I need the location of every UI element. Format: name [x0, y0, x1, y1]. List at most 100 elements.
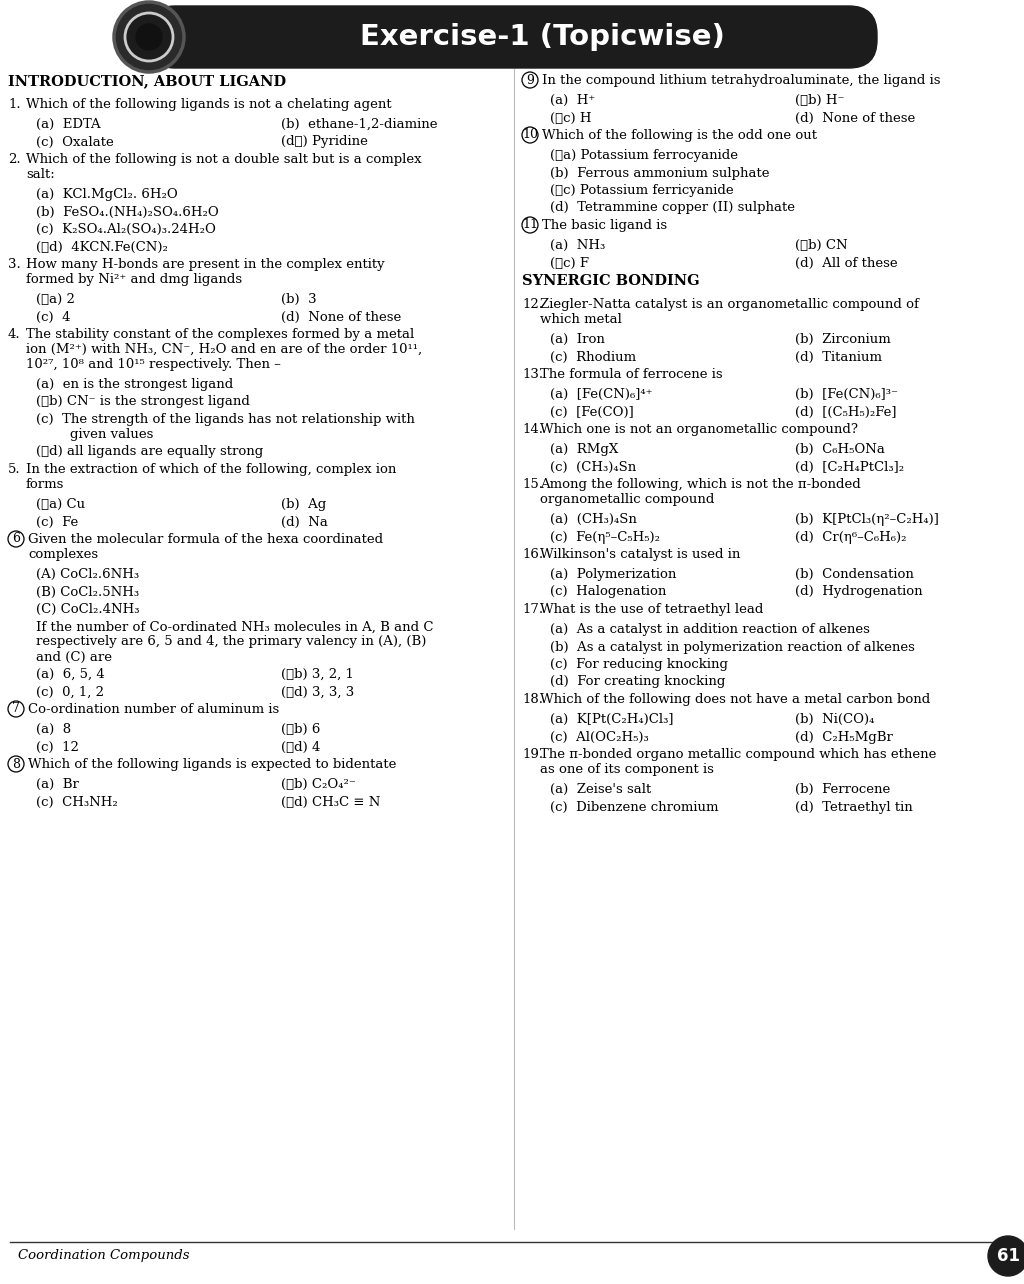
Text: (c)  Al(OC₂H₅)₃: (c) Al(OC₂H₅)₃ — [550, 731, 649, 743]
Text: 10: 10 — [522, 128, 538, 141]
Text: The basic ligand is: The basic ligand is — [542, 220, 667, 232]
Text: (a)  [Fe(CN)₆]⁴⁺: (a) [Fe(CN)₆]⁴⁺ — [550, 388, 652, 401]
Text: (✓d)  4KCN.Fe(CN)₂: (✓d) 4KCN.Fe(CN)₂ — [36, 240, 168, 253]
Text: (b)  Zirconium: (b) Zirconium — [795, 333, 891, 345]
Text: (✓c) Potassium ferricyanide: (✓c) Potassium ferricyanide — [550, 184, 733, 196]
Text: (c)  0, 1, 2: (c) 0, 1, 2 — [36, 686, 104, 698]
Text: (d)  Cr(η⁶–C₆H₆)₂: (d) Cr(η⁶–C₆H₆)₂ — [795, 530, 906, 543]
Text: (c)  K₂SO₄.Al₂(SO₄)₃.24H₂O: (c) K₂SO₄.Al₂(SO₄)₃.24H₂O — [36, 223, 216, 236]
Circle shape — [988, 1236, 1024, 1276]
Text: (✓a) 2: (✓a) 2 — [36, 293, 75, 306]
Text: (a)  K[Pt(C₂H₄)Cl₃]: (a) K[Pt(C₂H₄)Cl₃] — [550, 713, 674, 725]
Text: In the compound lithium tetrahydroaluminate, the ligand is: In the compound lithium tetrahydroalumin… — [542, 74, 940, 87]
Text: (✓c) F: (✓c) F — [550, 257, 589, 270]
Text: (c)  4: (c) 4 — [36, 311, 71, 324]
Text: If the number of Co-ordinated NH₃ molecules in A, B and C: If the number of Co-ordinated NH₃ molecu… — [36, 620, 433, 633]
Text: 13.: 13. — [522, 369, 543, 381]
Text: (a)  KCl.MgCl₂. 6H₂O: (a) KCl.MgCl₂. 6H₂O — [36, 187, 178, 202]
Text: (a)  EDTA: (a) EDTA — [36, 118, 100, 131]
Text: (d)  Na: (d) Na — [281, 515, 328, 529]
Text: (✓b) CN: (✓b) CN — [795, 239, 848, 252]
Text: The π-bonded organo metallic compound which has ethene: The π-bonded organo metallic compound wh… — [540, 749, 936, 761]
Text: 17.: 17. — [522, 603, 543, 616]
Text: organometallic compound: organometallic compound — [540, 493, 715, 506]
Text: Which of the following does not have a metal carbon bond: Which of the following does not have a m… — [540, 693, 930, 706]
Text: (c)  Halogenation: (c) Halogenation — [550, 586, 667, 598]
Text: (✓d) CH₃C ≡ N: (✓d) CH₃C ≡ N — [281, 796, 380, 809]
Text: (✓a) Potassium ferrocyanide: (✓a) Potassium ferrocyanide — [550, 149, 738, 162]
Text: Among the following, which is not the π-bonded: Among the following, which is not the π-… — [540, 478, 861, 490]
Text: How many H-bonds are present in the complex entity: How many H-bonds are present in the comp… — [26, 258, 385, 271]
Circle shape — [136, 24, 162, 50]
Text: (d)  Tetrammine copper (II) sulphate: (d) Tetrammine copper (II) sulphate — [550, 202, 795, 214]
Text: (d)  [C₂H₄PtCl₃]₂: (d) [C₂H₄PtCl₃]₂ — [795, 461, 904, 474]
Text: (b)  3: (b) 3 — [281, 293, 316, 306]
Text: Ziegler-Natta catalyst is an organometallic compound of: Ziegler-Natta catalyst is an organometal… — [540, 298, 919, 311]
Text: 4.: 4. — [8, 327, 20, 342]
Text: (d)  Titanium: (d) Titanium — [795, 351, 882, 363]
Circle shape — [125, 13, 173, 62]
Text: (d)  All of these: (d) All of these — [795, 257, 898, 270]
Text: (d)  None of these: (d) None of these — [795, 112, 915, 125]
Text: (d✓) Pyridine: (d✓) Pyridine — [281, 136, 368, 149]
Text: 9: 9 — [526, 73, 534, 86]
Text: (a)  H⁺: (a) H⁺ — [550, 94, 595, 107]
Text: (a)  en is the strongest ligand: (a) en is the strongest ligand — [36, 377, 233, 392]
Text: (b)  Ferrous ammonium sulphate: (b) Ferrous ammonium sulphate — [550, 167, 769, 180]
Text: (c)  Fe: (c) Fe — [36, 515, 78, 529]
Text: (✓b) C₂O₄²⁻: (✓b) C₂O₄²⁻ — [281, 778, 356, 791]
Text: salt:: salt: — [26, 168, 54, 181]
Text: INTRODUCTION, ABOUT LIGAND: INTRODUCTION, ABOUT LIGAND — [8, 74, 286, 89]
Text: Exercise-1 (Topicwise): Exercise-1 (Topicwise) — [359, 23, 724, 51]
Text: (b)  Ferrocene: (b) Ferrocene — [795, 783, 890, 796]
Text: Given the molecular formula of the hexa coordinated: Given the molecular formula of the hexa … — [28, 533, 383, 546]
Text: (d)  None of these: (d) None of these — [281, 311, 401, 324]
Text: forms: forms — [26, 478, 65, 490]
Text: Which of the following ligands is not a chelating agent: Which of the following ligands is not a … — [26, 98, 391, 110]
Text: (✓b) 6: (✓b) 6 — [281, 723, 321, 736]
Text: (c)  Rhodium: (c) Rhodium — [550, 351, 636, 363]
Text: (c)  [Fe(CO)]: (c) [Fe(CO)] — [550, 406, 634, 419]
Text: (d)  Hydrogenation: (d) Hydrogenation — [795, 586, 923, 598]
Text: (d)  For creating knocking: (d) For creating knocking — [550, 675, 725, 688]
Text: (c)  Dibenzene chromium: (c) Dibenzene chromium — [550, 800, 719, 814]
Text: Coordination Compounds: Coordination Compounds — [18, 1249, 189, 1262]
Text: What is the use of tetraethyl lead: What is the use of tetraethyl lead — [540, 603, 763, 616]
Text: (✓b) H⁻: (✓b) H⁻ — [795, 94, 845, 107]
Text: (a)  8: (a) 8 — [36, 723, 71, 736]
Text: 7: 7 — [12, 702, 19, 715]
Text: 11: 11 — [522, 218, 538, 231]
Text: respectively are 6, 5 and 4, the primary valency in (A), (B): respectively are 6, 5 and 4, the primary… — [36, 636, 426, 648]
FancyBboxPatch shape — [147, 6, 877, 68]
Text: 12.: 12. — [522, 298, 543, 311]
Text: (a)  Iron: (a) Iron — [550, 333, 605, 345]
Text: (b)  Ag: (b) Ag — [281, 498, 327, 511]
Text: (✓b) CN⁻ is the strongest ligand: (✓b) CN⁻ is the strongest ligand — [36, 395, 250, 408]
Text: (c)  (CH₃)₄Sn: (c) (CH₃)₄Sn — [550, 461, 636, 474]
Text: (c)  Fe(η⁵–C₅H₅)₂: (c) Fe(η⁵–C₅H₅)₂ — [550, 530, 660, 543]
Text: (A) CoCl₂.6NH₃: (A) CoCl₂.6NH₃ — [36, 568, 139, 580]
Text: 6: 6 — [12, 533, 20, 546]
Text: SYNERGIC BONDING: SYNERGIC BONDING — [522, 273, 699, 288]
Text: (c)  12: (c) 12 — [36, 741, 79, 754]
Text: (✓d) 3, 3, 3: (✓d) 3, 3, 3 — [281, 686, 354, 698]
Text: (✓a) Cu: (✓a) Cu — [36, 498, 85, 511]
Text: (c)  The strength of the ligands has not relationship with: (c) The strength of the ligands has not … — [36, 413, 415, 426]
Text: 19.: 19. — [522, 749, 543, 761]
Text: (d)  [(C₅H₅)₂Fe]: (d) [(C₅H₅)₂Fe] — [795, 406, 896, 419]
Text: 18.: 18. — [522, 693, 543, 706]
Text: (c)  CH₃NH₂: (c) CH₃NH₂ — [36, 796, 118, 809]
Text: (✓c) H: (✓c) H — [550, 112, 592, 125]
Text: complexes: complexes — [28, 548, 98, 561]
Text: (b)  K[PtCl₃(η²–C₂H₄)]: (b) K[PtCl₃(η²–C₂H₄)] — [795, 514, 939, 526]
Text: 61: 61 — [996, 1247, 1020, 1265]
Text: (a)  Polymerization: (a) Polymerization — [550, 568, 677, 580]
Text: (a)  (CH₃)₄Sn: (a) (CH₃)₄Sn — [550, 514, 637, 526]
Text: 10²⁷, 10⁸ and 10¹⁵ respectively. Then –: 10²⁷, 10⁸ and 10¹⁵ respectively. Then – — [26, 358, 281, 371]
Text: (b)  Ni(CO)₄: (b) Ni(CO)₄ — [795, 713, 874, 725]
Text: (a)  RMgX: (a) RMgX — [550, 443, 618, 456]
Text: 2.: 2. — [8, 153, 20, 166]
Text: (b)  [Fe(CN)₆]³⁻: (b) [Fe(CN)₆]³⁻ — [795, 388, 898, 401]
Text: In the extraction of which of the following, complex ion: In the extraction of which of the follow… — [26, 464, 396, 476]
Text: (C) CoCl₂.4NH₃: (C) CoCl₂.4NH₃ — [36, 603, 139, 616]
